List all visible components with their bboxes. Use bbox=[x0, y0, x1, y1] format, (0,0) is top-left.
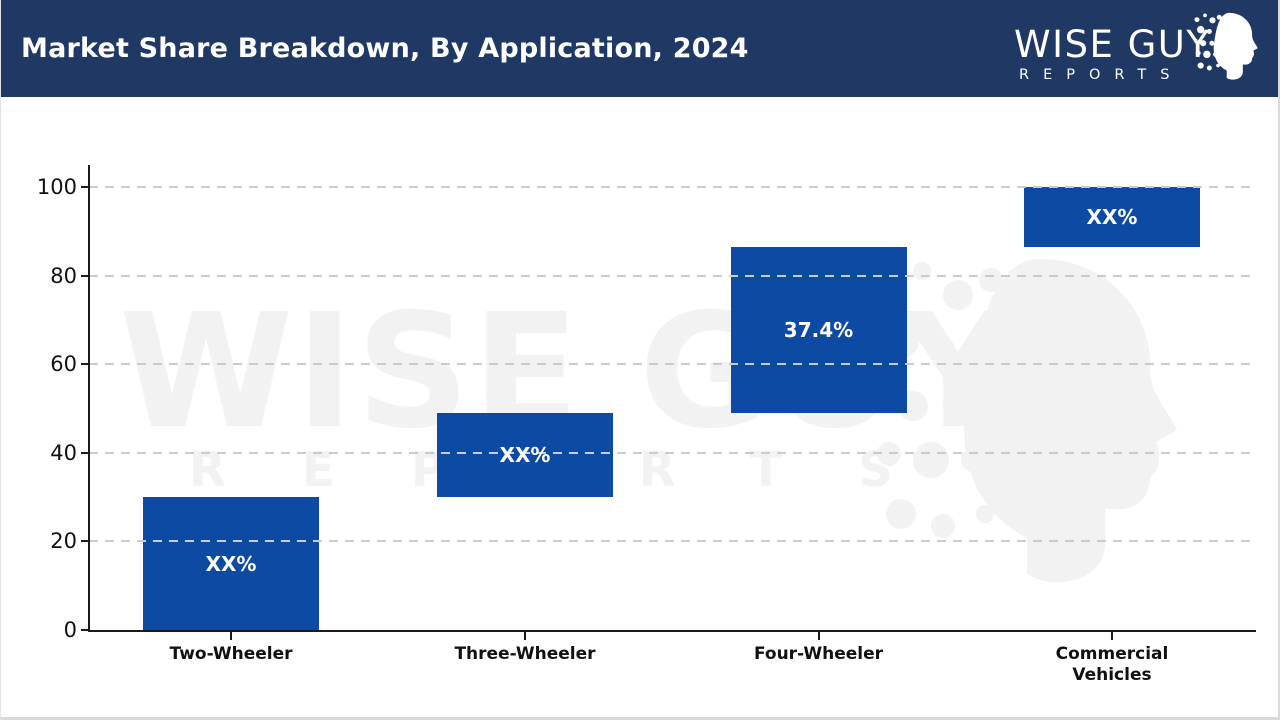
bar-commercial-vehicles bbox=[1024, 187, 1200, 248]
x-axis-tick-mark bbox=[230, 632, 232, 640]
bar-two-wheeler bbox=[143, 497, 319, 630]
y-axis-tick-mark bbox=[81, 186, 89, 188]
x-axis-label-commercial-vehicles: Commercial Vehicles bbox=[1055, 644, 1169, 685]
x-axis-tick-mark bbox=[1111, 632, 1113, 640]
bar-value-label-four-wheeler: 37.4% bbox=[783, 318, 854, 343]
wiseguy-reports-logo: WISE GUY REPORTS bbox=[1014, 12, 1258, 83]
dotted-head-profile-icon bbox=[1193, 12, 1258, 80]
x-axis-label-three-wheeler: Three-Wheeler bbox=[454, 644, 596, 664]
x-axis-tick-mark bbox=[817, 632, 820, 640]
y-axis-tick-label: 20 bbox=[50, 529, 77, 554]
header-band: Market Share Breakdown, By Application, … bbox=[1, 0, 1278, 97]
gridline-y100 bbox=[89, 186, 1256, 188]
y-axis-tick-mark bbox=[81, 629, 89, 631]
bar-value-label-commercial-vehicles: XX% bbox=[1086, 205, 1138, 230]
x-axis-label-four-wheeler: Four-Wheeler bbox=[753, 644, 884, 664]
y-axis-line bbox=[88, 165, 90, 632]
chart-area: WISE GUY REPORTS 020406080100XX%XX%37.4%… bbox=[1, 97, 1280, 717]
y-axis-tick-label: 40 bbox=[50, 440, 77, 465]
x-axis-tick-mark bbox=[524, 632, 526, 640]
bar-value-label-two-wheeler: XX% bbox=[205, 551, 257, 576]
y-axis-tick-label: 80 bbox=[50, 263, 77, 288]
y-axis-tick-mark bbox=[81, 540, 89, 543]
y-axis-tick-mark bbox=[81, 274, 89, 277]
gridline-y80 bbox=[89, 274, 1256, 277]
gridline-y20 bbox=[89, 540, 1256, 543]
x-axis-label-two-wheeler: Two-Wheeler bbox=[169, 644, 293, 664]
gridline-y60 bbox=[89, 363, 1256, 366]
x-axis-line bbox=[88, 630, 1256, 632]
logo-text-reports: REPORTS bbox=[1019, 67, 1183, 83]
y-axis-tick-label: 0 bbox=[63, 618, 77, 642]
y-axis-tick-label: 60 bbox=[50, 352, 77, 377]
watermark-dotted-head-profile-icon bbox=[868, 258, 1177, 583]
logo-text-wiseguy: WISE GUY bbox=[1014, 23, 1210, 66]
bar-value-label-three-wheeler: XX% bbox=[499, 443, 551, 467]
gridline-y40 bbox=[89, 451, 1256, 454]
page-title: Market Share Breakdown, By Application, … bbox=[21, 33, 749, 64]
bar-three-wheeler bbox=[437, 412, 613, 498]
y-axis-tick-mark bbox=[81, 363, 89, 366]
y-axis-tick-label: 100 bbox=[36, 175, 77, 199]
y-axis-tick-mark bbox=[81, 451, 89, 454]
